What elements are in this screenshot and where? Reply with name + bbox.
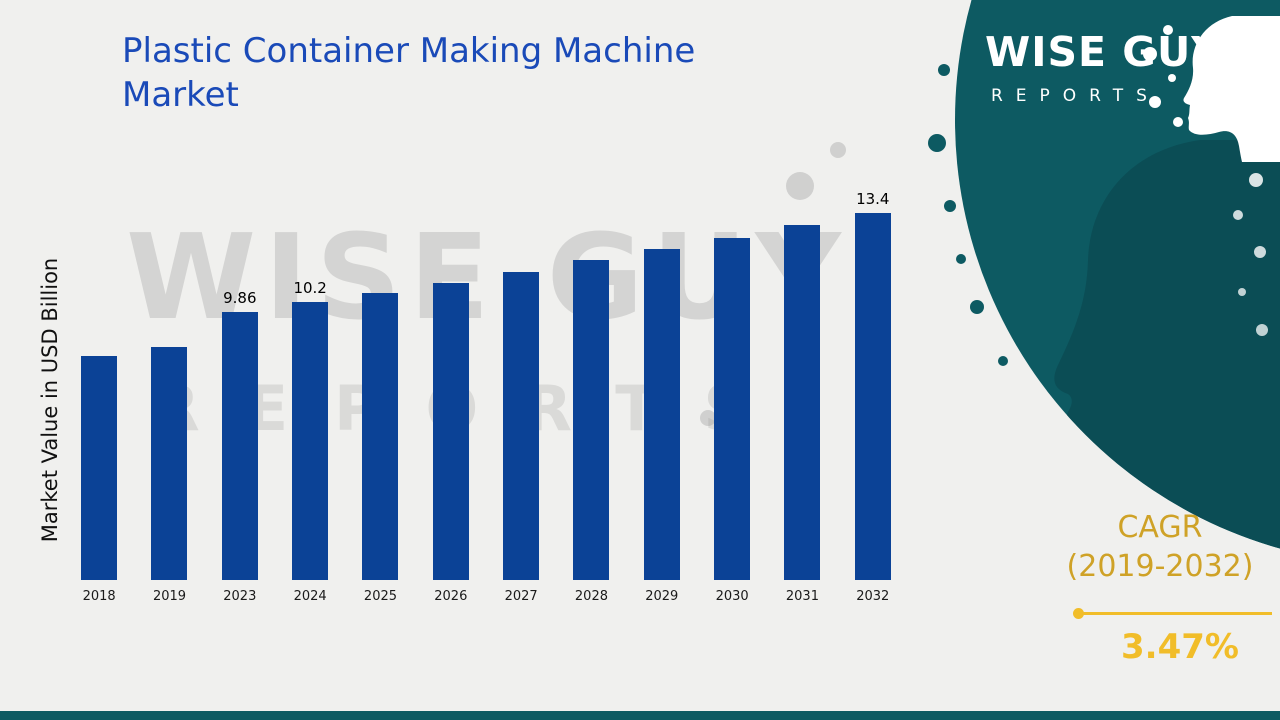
bar-column: 2031: [767, 160, 837, 606]
face-graphics: [1054, 16, 1280, 565]
dot-decoration: [956, 254, 966, 264]
bar: [784, 225, 821, 580]
dot-decoration: [1238, 288, 1246, 296]
bar-column: 2019: [134, 160, 204, 606]
x-tick-label: 2030: [715, 589, 749, 604]
bar: [573, 260, 610, 580]
dot-decoration: [998, 356, 1008, 366]
bar: [643, 249, 680, 580]
bar-column: 2025: [345, 160, 415, 606]
bar-column: 2029: [627, 160, 697, 606]
bar: [221, 312, 258, 580]
cagr-value: 3.47%: [1121, 627, 1239, 667]
bar: [714, 238, 751, 580]
x-tick-label: 2031: [785, 589, 819, 604]
dot-decoration: [1143, 47, 1157, 61]
dot-decoration: [1173, 117, 1183, 127]
watermark-dot: [786, 172, 814, 200]
x-tick-label: 2029: [645, 589, 679, 604]
bar: [362, 293, 399, 580]
watermark-dot: [700, 410, 716, 426]
footer-accent-bar: [0, 711, 1280, 720]
face-profile-icon: [1054, 140, 1280, 565]
dot-decoration: [944, 200, 956, 212]
bar-column: 10.2 2024: [275, 160, 345, 606]
dot-decoration: [938, 64, 950, 76]
bar-column: 2030: [697, 160, 767, 606]
bar-chart: 2018 2019 9.86 2023 10.2 2024 2025 2026 2027 2028…: [64, 160, 908, 606]
y-axis-label: Market Value in USD Billion: [38, 257, 62, 543]
x-tick-label: 2024: [293, 589, 327, 604]
dot-decoration: [1249, 173, 1263, 187]
dot-decoration: [1149, 96, 1161, 108]
bar-column: 2018: [64, 160, 134, 606]
cagr-trend-line: [1073, 608, 1272, 619]
bar-column: 13.4 2032: [838, 160, 908, 606]
bar: [432, 283, 469, 580]
logo-brand-text: WISE GUY: [985, 28, 1222, 76]
logo-face-icon: [1183, 16, 1280, 162]
x-tick-label: 2028: [574, 589, 608, 604]
bar: [292, 302, 329, 580]
logo-reports-text: REPORTS: [991, 86, 1160, 106]
dot-decoration: [1254, 246, 1266, 258]
x-tick-label: 2027: [504, 589, 538, 604]
brand-circle-background: [955, 0, 1280, 565]
page-title-line1: Plastic Container Making Machine: [122, 31, 696, 71]
x-tick-label: 2025: [363, 589, 398, 604]
x-tick-label: 2023: [223, 589, 257, 604]
cagr-range: (2019-2032): [1066, 549, 1254, 584]
cagr-label: CAGR: [1117, 510, 1203, 545]
bar-value-label: 9.86: [223, 289, 257, 307]
bar-value-label: 13.4: [856, 190, 890, 208]
bar-value-label: 10.2: [293, 279, 327, 297]
dot-decoration: [1163, 25, 1173, 35]
trend-dot: [1073, 608, 1084, 619]
x-tick-label: 2032: [856, 589, 890, 604]
bar-column: 2027: [486, 160, 556, 606]
x-tick-label: 2018: [82, 589, 116, 604]
bar: [151, 347, 188, 580]
watermark-dot: [830, 142, 846, 158]
dot-decoration: [1168, 74, 1176, 82]
dot-decoration: [1233, 210, 1243, 220]
bar-column: 2026: [416, 160, 486, 606]
bar: [81, 356, 118, 580]
bar-column: 2028: [556, 160, 626, 606]
bar: [854, 213, 891, 580]
dot-decoration: [970, 300, 984, 314]
dot-decoration: [1256, 324, 1268, 336]
bar: [503, 272, 540, 580]
x-tick-label: 2019: [152, 589, 187, 604]
x-tick-label: 2026: [434, 589, 468, 604]
bar-column: 9.86 2023: [205, 160, 275, 606]
dot-decoration: [928, 134, 946, 152]
page-title: Plastic Container Making Machine Market: [122, 30, 695, 117]
page-title-line2: Market: [122, 74, 239, 115]
